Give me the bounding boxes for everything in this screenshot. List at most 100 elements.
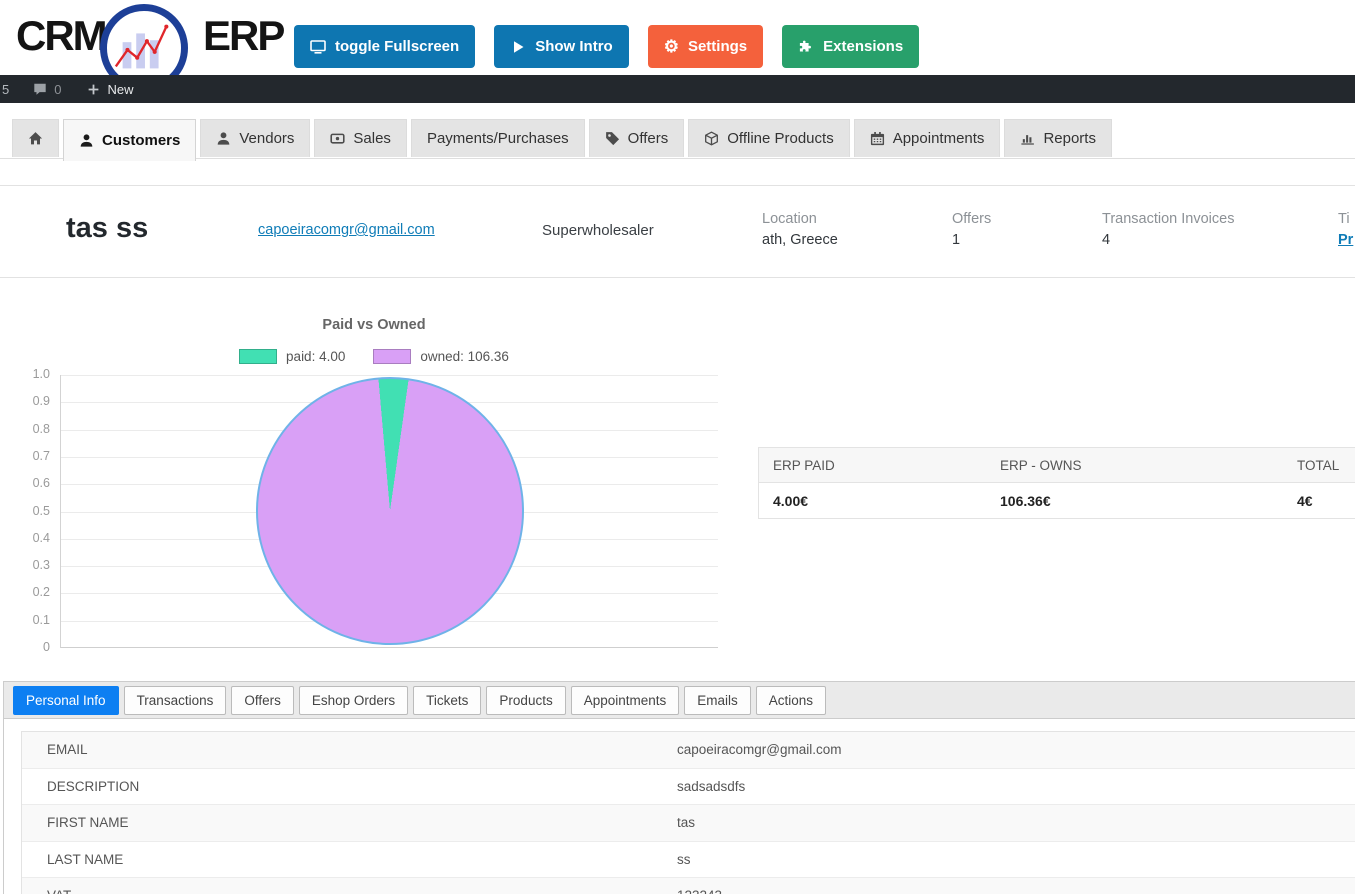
row-label: EMAIL (47, 742, 88, 758)
user-icon (79, 133, 94, 148)
legend-label-paid: paid: 4.00 (286, 349, 346, 364)
gear-icon: ⚙ (663, 37, 679, 56)
tab-offers[interactable]: Offers (588, 119, 685, 157)
detail-tab-appointments[interactable]: Appointments (570, 685, 680, 715)
table-row: VAT123243 (22, 878, 1355, 894)
y-tick-label: 0.8 (32, 421, 50, 436)
toggle-fullscreen-button-label: toggle Fullscreen (335, 38, 460, 55)
row-value: tas (677, 815, 696, 831)
detail-tabs: Personal Info Transactions Offers Eshop Ord… (4, 682, 1355, 719)
tab-offline-products[interactable]: Offline Products (688, 119, 850, 157)
toggle-fullscreen-button[interactable]: toggle Fullscreen (294, 25, 476, 68)
tab-sales[interactable]: Sales (314, 119, 407, 157)
field-label: Transaction Invoices (1102, 211, 1235, 227)
customer-field-ti: Ti Pr (1338, 211, 1353, 248)
chart-y-axis: 1.0 0.9 0.8 0.7 0.6 0.5 0.4 0.3 0.2 0.1 0 (0, 367, 52, 654)
field-value[interactable]: Pr (1338, 232, 1354, 248)
erp-value-cell: 106.36€ (1000, 492, 1051, 509)
logo-text-crm: CRM (16, 12, 108, 59)
legend-label-owned: owned: 106.36 (420, 349, 509, 364)
personal-info-table: EMAIL capoeiracomgr@gmail.com DESCRIPTION s… (21, 731, 1355, 894)
row-label: DESCRIPTION (47, 778, 140, 794)
chart-title: Paid vs Owned (322, 317, 426, 333)
field-label: Ti (1338, 211, 1350, 227)
legend-item-owned: owned: 106.36 (373, 349, 509, 364)
comment-icon (33, 82, 47, 96)
legend-item-paid: paid: 4.00 (239, 349, 345, 364)
customer-detail-panel: Personal Info Transactions Offers Eshop Ord… (3, 681, 1355, 894)
detail-tab-tickets[interactable]: Tickets (413, 685, 482, 715)
detail-tab-eshop-orders[interactable]: Eshop Orders (298, 685, 409, 715)
monitor-icon (310, 39, 326, 55)
row-label: VAT (22, 888, 677, 894)
calendar-icon (870, 131, 885, 146)
field-value: ath, Greece (762, 232, 838, 248)
tab-offers-label: Offers (627, 130, 669, 147)
main-nav-tabs: Customers Vendors Sales Payments/Purchases O… (12, 119, 1116, 161)
tag-icon (605, 131, 620, 146)
home-icon (28, 131, 43, 146)
show-intro-button[interactable]: Show Intro (494, 25, 629, 68)
detail-tab-actions[interactable]: Actions (755, 685, 827, 715)
row-label: FIRST NAME (47, 815, 129, 831)
field-value: 1 (952, 232, 961, 248)
y-tick-label: 0.7 (32, 448, 50, 463)
customer-name: tas ss (66, 212, 149, 244)
extensions-button-label: Extensions (823, 38, 904, 55)
detail-tab-products[interactable]: Products (486, 685, 566, 715)
y-tick-label: 0.3 (32, 558, 50, 573)
app-header: CRM ERP toggle Fullscreen Show Intro ⚙ Sett… (0, 0, 1355, 92)
erp-header-cell: ERP PAID (773, 457, 835, 473)
tab-sales-label: Sales (353, 130, 391, 147)
tab-customers-label: Customers (102, 132, 181, 149)
admin-bar-new-button[interactable]: New (87, 82, 133, 97)
field-label: Location (762, 211, 817, 227)
erp-value-cell: 4€ (1297, 492, 1313, 509)
extensions-button[interactable]: Extensions (782, 25, 920, 68)
erp-header-cell: TOTAL (1297, 457, 1340, 473)
bar-chart-icon (1020, 131, 1035, 146)
settings-button-label: Settings (687, 38, 748, 55)
logo-text-erp: ERP (203, 12, 285, 59)
comments-count: 0 (54, 81, 62, 97)
tab-vendors-label: Vendors (239, 130, 295, 147)
nav-tabs-underline (0, 158, 1355, 159)
admin-bar-comments[interactable]: 0 (33, 82, 61, 97)
row-value: sadsadsdfs (677, 778, 746, 794)
cube-icon (704, 131, 719, 146)
detail-tab-offers[interactable]: Offers (231, 685, 294, 715)
plus-icon (87, 83, 100, 96)
puzzle-icon (798, 39, 814, 55)
tab-appointments-label: Appointments (892, 130, 985, 147)
y-tick-label: 1.0 (32, 367, 50, 381)
detail-tab-personal-info[interactable]: Personal Info (13, 685, 119, 715)
tab-appointments[interactable]: Appointments (853, 119, 1001, 157)
erp-header-cell: ERP - OWNS (1000, 457, 1082, 473)
detail-tab-transactions[interactable]: Transactions (123, 685, 227, 715)
table-row: FIRST NAME tas (22, 805, 1355, 842)
y-tick-label: 0.6 (32, 476, 50, 491)
tab-payments-purchases-label: Payments/Purchases (426, 130, 569, 147)
customer-field-offers: Offers 1 (952, 211, 991, 248)
admin-bar: 5 0 New (0, 75, 1355, 103)
row-label: LAST NAME (47, 851, 124, 867)
gridline (61, 647, 718, 648)
gridline (61, 375, 718, 376)
customer-field-location: Location ath, Greece (762, 211, 838, 248)
admin-bar-count-fragment: 5 (2, 81, 10, 97)
tab-reports[interactable]: Reports (1004, 119, 1112, 157)
tab-vendors[interactable]: Vendors (200, 119, 311, 157)
play-icon (510, 39, 526, 55)
show-intro-button-label: Show Intro (535, 38, 613, 55)
user-icon (216, 131, 231, 146)
detail-tab-emails[interactable]: Emails (684, 685, 751, 715)
customer-email-link[interactable]: capoeiracomgr@gmail.com (258, 222, 435, 238)
settings-button[interactable]: ⚙ Settings (647, 25, 764, 68)
y-tick-label: 0.2 (32, 585, 50, 600)
tab-home[interactable] (12, 119, 59, 157)
tab-payments-purchases[interactable]: Payments/Purchases (410, 119, 585, 157)
register-icon (330, 131, 345, 146)
y-tick-label: 0.9 (32, 394, 50, 409)
tab-customers[interactable]: Customers (63, 119, 197, 161)
erp-vals-row: 4.00€ 106.36€ 4€ (759, 483, 1355, 518)
